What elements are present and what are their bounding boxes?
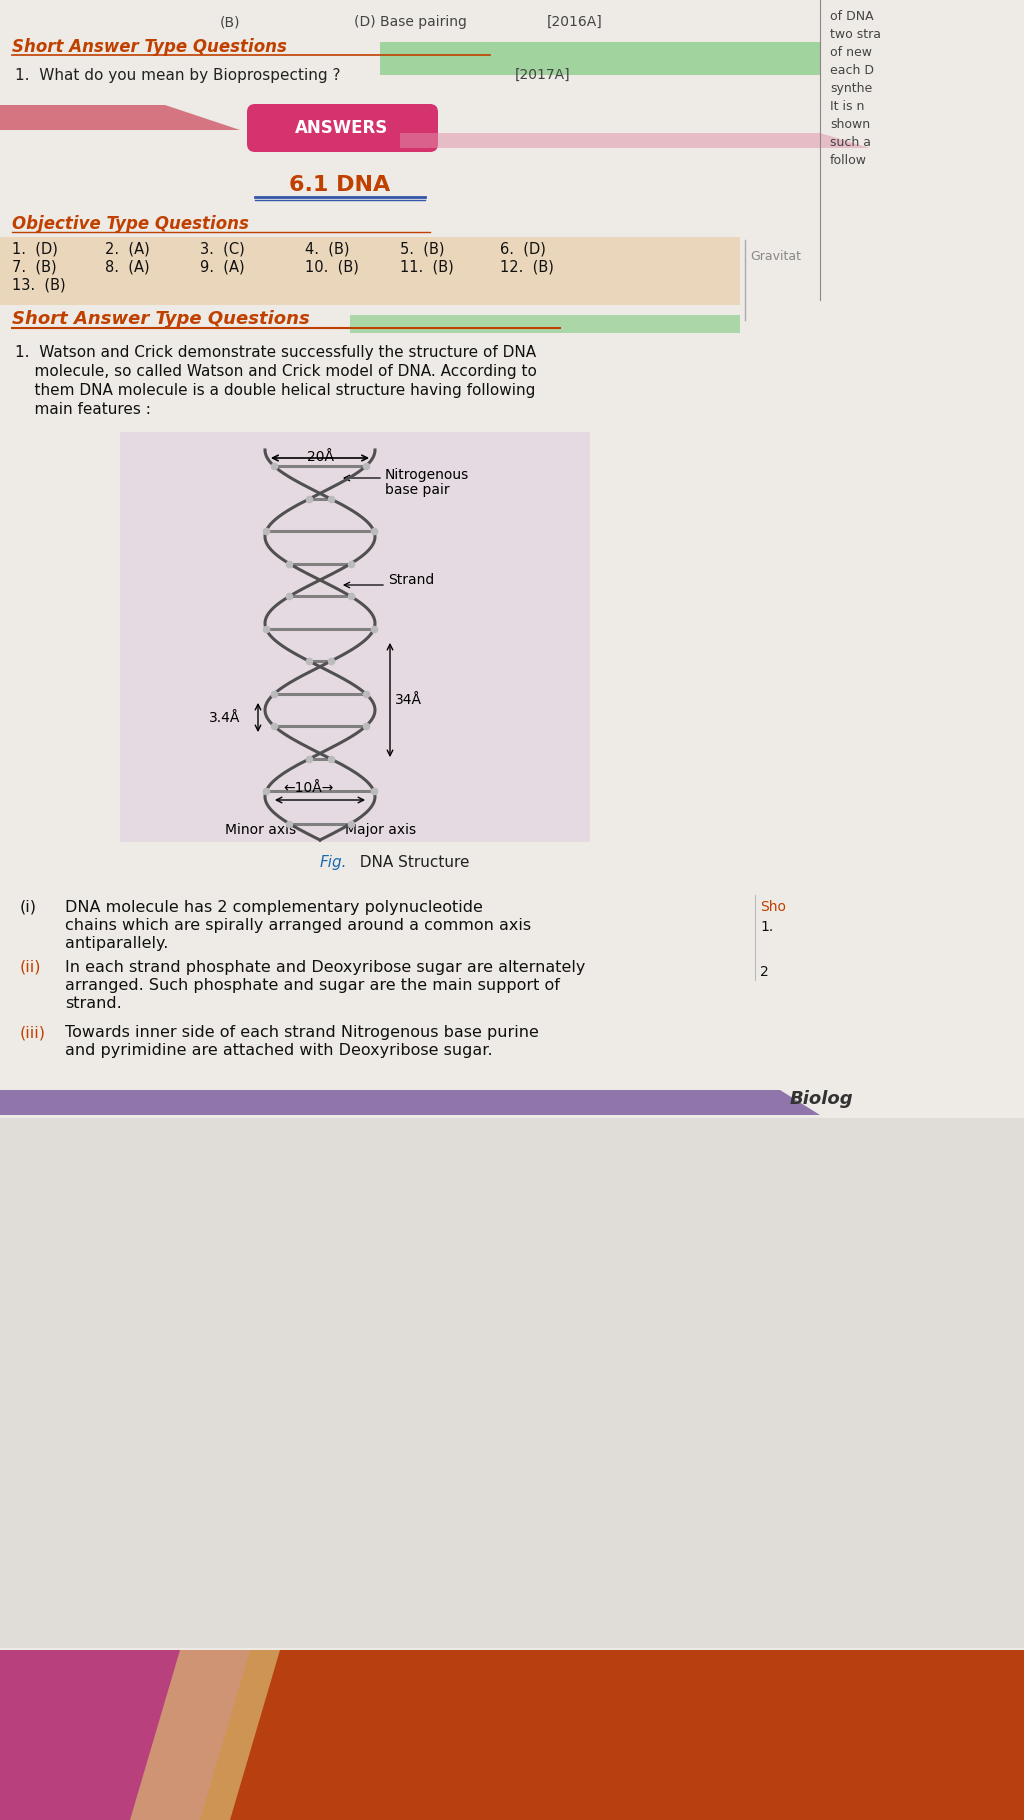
- FancyBboxPatch shape: [120, 431, 590, 843]
- Polygon shape: [0, 1090, 820, 1116]
- Text: 2: 2: [760, 965, 769, 979]
- Text: shown: shown: [830, 118, 870, 131]
- Text: 1.  (D): 1. (D): [12, 242, 58, 257]
- Text: arranged. Such phosphate and sugar are the main support of: arranged. Such phosphate and sugar are t…: [65, 977, 560, 994]
- Text: DNA molecule has 2 complementary polynucleotide: DNA molecule has 2 complementary polynuc…: [65, 901, 483, 915]
- Polygon shape: [0, 106, 240, 129]
- Text: [2016A]: [2016A]: [547, 15, 603, 29]
- Text: Short Answer Type Questions: Short Answer Type Questions: [12, 38, 287, 56]
- Text: antiparallely.: antiparallely.: [65, 935, 168, 952]
- Text: 34Å: 34Å: [395, 693, 422, 706]
- Text: 2.  (A): 2. (A): [105, 242, 150, 257]
- Text: Short Answer Type Questions: Short Answer Type Questions: [12, 309, 309, 328]
- Text: ←10Å→: ←10Å→: [283, 781, 333, 795]
- Text: 8.  (A): 8. (A): [105, 260, 150, 275]
- Text: 1.: 1.: [760, 919, 773, 934]
- Text: Sho: Sho: [760, 901, 786, 914]
- Text: 7.  (B): 7. (B): [12, 260, 56, 275]
- Text: 5.  (B): 5. (B): [400, 242, 444, 257]
- Text: 10.  (B): 10. (B): [305, 260, 358, 275]
- Text: Towards inner side of each strand Nitrogenous base purine: Towards inner side of each strand Nitrog…: [65, 1025, 539, 1039]
- Text: 1.  What do you mean by Bioprospecting ?: 1. What do you mean by Bioprospecting ?: [15, 67, 341, 84]
- FancyBboxPatch shape: [247, 104, 438, 153]
- Text: Gravitat: Gravitat: [750, 249, 801, 264]
- Text: [2017A]: [2017A]: [515, 67, 570, 82]
- Text: 3.  (C): 3. (C): [200, 242, 245, 257]
- Text: Fig.: Fig.: [319, 855, 347, 870]
- Polygon shape: [400, 133, 870, 147]
- Text: It is n: It is n: [830, 100, 864, 113]
- Text: 12.  (B): 12. (B): [500, 260, 554, 275]
- Text: (B): (B): [220, 15, 241, 29]
- Text: In each strand phosphate and Deoxyribose sugar are alternately: In each strand phosphate and Deoxyribose…: [65, 959, 586, 976]
- FancyBboxPatch shape: [0, 1651, 1024, 1820]
- Text: molecule, so called Watson and Crick model of DNA. According to: molecule, so called Watson and Crick mod…: [15, 364, 537, 379]
- Text: strand.: strand.: [65, 996, 122, 1010]
- FancyBboxPatch shape: [350, 315, 740, 333]
- Text: chains which are spirally arranged around a common axis: chains which are spirally arranged aroun…: [65, 917, 531, 934]
- Text: (ii): (ii): [20, 959, 42, 976]
- Text: of DNA: of DNA: [830, 9, 873, 24]
- Text: main features :: main features :: [15, 402, 151, 417]
- Text: (iii): (iii): [20, 1025, 46, 1039]
- FancyBboxPatch shape: [0, 237, 740, 306]
- Text: 11.  (B): 11. (B): [400, 260, 454, 275]
- Text: base pair: base pair: [385, 482, 450, 497]
- Text: 6.  (D): 6. (D): [500, 242, 546, 257]
- Text: 13.  (B): 13. (B): [12, 278, 66, 293]
- Text: Objective Type Questions: Objective Type Questions: [12, 215, 249, 233]
- Text: such a: such a: [830, 136, 871, 149]
- Text: 9.  (A): 9. (A): [200, 260, 245, 275]
- Text: two stra: two stra: [830, 27, 881, 42]
- Polygon shape: [0, 1651, 250, 1820]
- Text: and pyrimidine are attached with Deoxyribose sugar.: and pyrimidine are attached with Deoxyri…: [65, 1043, 493, 1057]
- Polygon shape: [130, 1651, 280, 1820]
- Text: ANSWERS: ANSWERS: [295, 118, 389, 136]
- Text: them DNA molecule is a double helical structure having following: them DNA molecule is a double helical st…: [15, 382, 536, 399]
- Text: (D) Base pairing: (D) Base pairing: [353, 15, 467, 29]
- Text: Major axis: Major axis: [345, 823, 416, 837]
- Text: Minor axis: Minor axis: [225, 823, 296, 837]
- Text: (i): (i): [20, 901, 37, 915]
- Text: 6.1 DNA: 6.1 DNA: [290, 175, 390, 195]
- FancyBboxPatch shape: [0, 1117, 1024, 1647]
- Text: 3.4Å: 3.4Å: [209, 712, 240, 724]
- Text: 20Å: 20Å: [306, 450, 334, 464]
- Text: of new: of new: [830, 46, 872, 58]
- Polygon shape: [380, 42, 820, 75]
- Text: synthe: synthe: [830, 82, 872, 95]
- Text: 1.  Watson and Crick demonstrate successfully the structure of DNA: 1. Watson and Crick demonstrate successf…: [15, 346, 537, 360]
- Text: Nitrogenous: Nitrogenous: [385, 468, 469, 482]
- Text: follow: follow: [830, 155, 867, 167]
- Text: Biolog: Biolog: [790, 1090, 854, 1108]
- Text: each D: each D: [830, 64, 874, 76]
- Text: Strand: Strand: [388, 573, 434, 588]
- Text: DNA Structure: DNA Structure: [350, 855, 469, 870]
- Text: 4.  (B): 4. (B): [305, 242, 349, 257]
